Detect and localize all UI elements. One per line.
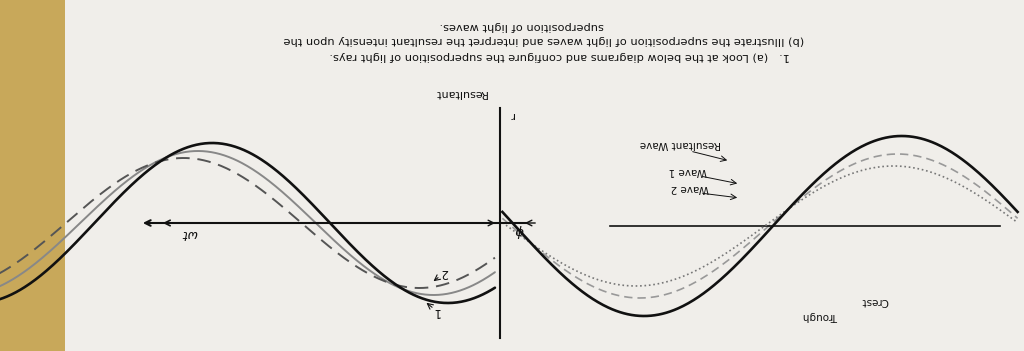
FancyBboxPatch shape bbox=[65, 0, 1024, 351]
Text: Wave 2: Wave 2 bbox=[671, 183, 710, 193]
Text: 1: 1 bbox=[432, 305, 440, 318]
Text: Trough: Trough bbox=[803, 311, 838, 321]
Text: Resultant Wave: Resultant Wave bbox=[639, 139, 721, 149]
Text: $\omega t$: $\omega t$ bbox=[181, 227, 199, 240]
Text: superposition of light waves.: superposition of light waves. bbox=[439, 21, 650, 31]
Text: Wave 1: Wave 1 bbox=[669, 166, 708, 176]
Text: (b) Illustrate the superposition of light waves and interpret the resultant inte: (b) Illustrate the superposition of ligh… bbox=[284, 35, 826, 45]
Text: Resultant: Resultant bbox=[433, 88, 486, 98]
Text: Crest: Crest bbox=[861, 296, 889, 306]
Text: 1.   (a) Look at the below diagrams and configure the superposition of light ray: 1. (a) Look at the below diagrams and co… bbox=[330, 51, 791, 61]
Text: 2: 2 bbox=[440, 266, 449, 279]
Text: r: r bbox=[510, 110, 514, 120]
Text: $\phi$: $\phi$ bbox=[515, 223, 525, 239]
